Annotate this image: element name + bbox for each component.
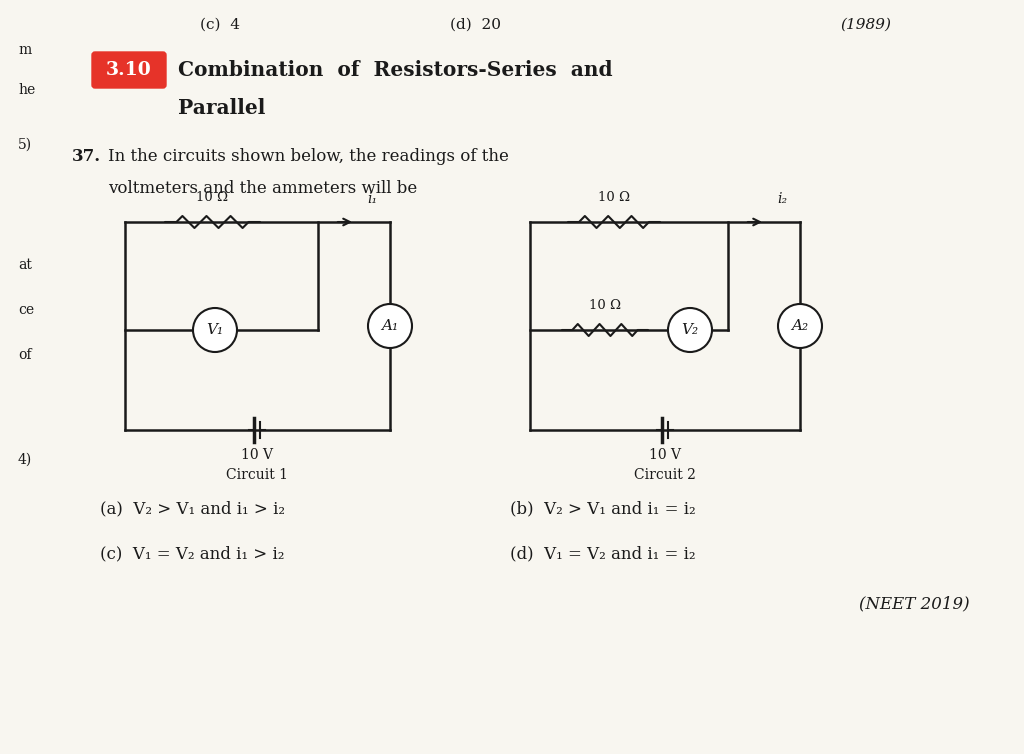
Text: (1989): (1989) <box>840 18 891 32</box>
Text: (b)  V₂ > V₁ and i₁ = i₂: (b) V₂ > V₁ and i₁ = i₂ <box>510 500 695 517</box>
Text: Circuit 1: Circuit 1 <box>226 468 288 482</box>
Text: m: m <box>18 43 32 57</box>
Text: 5): 5) <box>18 138 32 152</box>
Circle shape <box>193 308 237 352</box>
Text: (c)  4: (c) 4 <box>200 18 240 32</box>
Text: he: he <box>18 83 35 97</box>
Text: Circuit 2: Circuit 2 <box>634 468 696 482</box>
Text: voltmeters and the ammeters will be: voltmeters and the ammeters will be <box>108 180 417 197</box>
Circle shape <box>368 304 412 348</box>
Text: 10 Ω: 10 Ω <box>598 191 630 204</box>
Text: A₁: A₁ <box>381 319 398 333</box>
FancyBboxPatch shape <box>92 52 166 88</box>
Text: 10 Ω: 10 Ω <box>196 191 228 204</box>
Text: of: of <box>18 348 32 362</box>
Text: i₂: i₂ <box>777 192 787 206</box>
Text: 37.: 37. <box>72 148 101 165</box>
Text: V₁: V₁ <box>207 323 223 337</box>
Text: (NEET 2019): (NEET 2019) <box>859 595 970 612</box>
Text: i₁: i₁ <box>367 192 377 206</box>
Text: at: at <box>18 258 32 272</box>
Text: In the circuits shown below, the readings of the: In the circuits shown below, the reading… <box>108 148 509 165</box>
Text: 3.10: 3.10 <box>106 61 152 79</box>
Text: 4): 4) <box>18 453 32 467</box>
Text: 10 Ω: 10 Ω <box>589 299 621 312</box>
Circle shape <box>778 304 822 348</box>
Text: A₂: A₂ <box>792 319 809 333</box>
Text: 10 V: 10 V <box>241 448 273 462</box>
Text: Combination  of  Resistors-Series  and: Combination of Resistors-Series and <box>178 60 612 80</box>
Text: (a)  V₂ > V₁ and i₁ > i₂: (a) V₂ > V₁ and i₁ > i₂ <box>100 500 285 517</box>
Text: (d)  20: (d) 20 <box>450 18 501 32</box>
Text: 10 V: 10 V <box>649 448 681 462</box>
Circle shape <box>668 308 712 352</box>
Text: ce: ce <box>18 303 34 317</box>
Text: (d)  V₁ = V₂ and i₁ = i₂: (d) V₁ = V₂ and i₁ = i₂ <box>510 545 695 562</box>
Text: Parallel: Parallel <box>178 98 265 118</box>
Text: (c)  V₁ = V₂ and i₁ > i₂: (c) V₁ = V₂ and i₁ > i₂ <box>100 545 285 562</box>
Text: V₂: V₂ <box>681 323 698 337</box>
